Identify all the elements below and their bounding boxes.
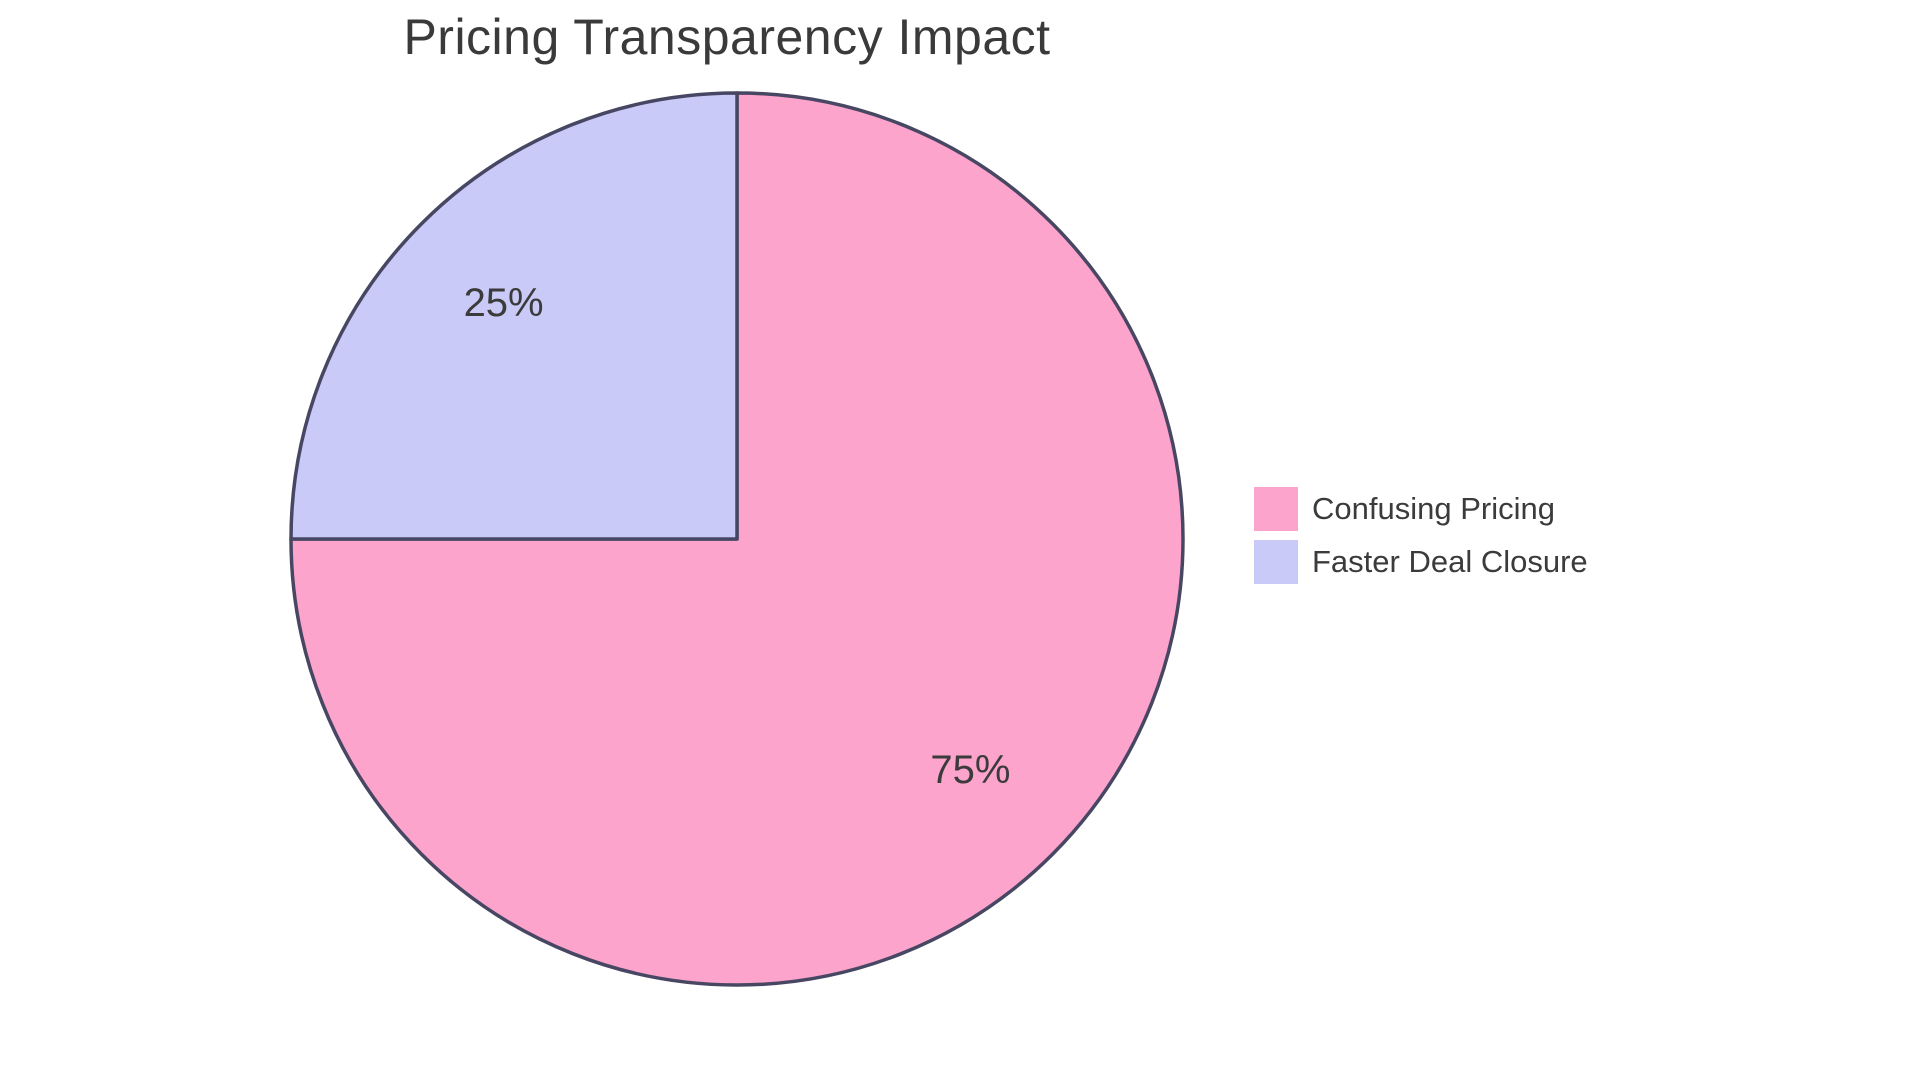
legend-label: Confusing Pricing [1312,491,1555,526]
pie-slice-faster-deal-closure [289,91,739,541]
legend-swatch-confusing-pricing [1254,487,1298,531]
legend: Confusing Pricing Faster Deal Closure [1254,487,1588,584]
chart-title: Pricing Transparency Impact [403,9,1051,65]
legend-label: Faster Deal Closure [1312,544,1588,579]
legend-swatch-faster-deal-closure [1254,540,1298,584]
slice-percent-label: 25% [464,281,544,325]
legend-item: Faster Deal Closure [1254,540,1588,584]
pie-labels-group: 75% 25% [464,281,1011,792]
slice-percent-label: 75% [930,748,1010,792]
pie-slices-group [289,91,1185,987]
legend-item: Confusing Pricing [1254,487,1588,531]
